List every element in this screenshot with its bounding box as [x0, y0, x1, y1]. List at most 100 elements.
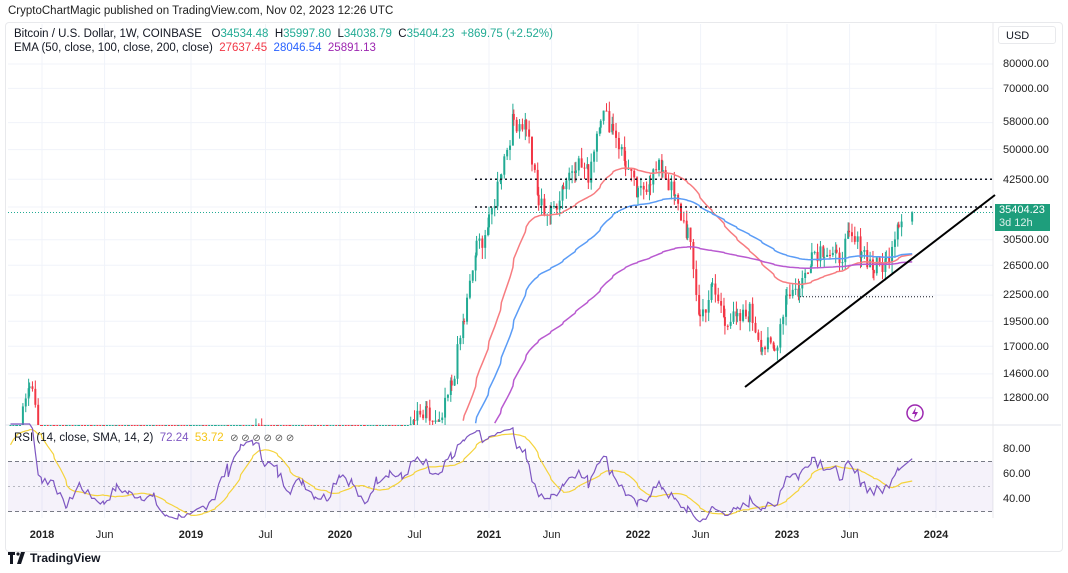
candle [121, 425, 124, 426]
candle [195, 425, 198, 426]
candle [794, 288, 797, 290]
rsi-tick: 40.00 [1003, 493, 1031, 505]
candle [363, 425, 366, 426]
ema-title[interactable]: EMA (50, close, 100, close, 200, close) [14, 42, 213, 54]
price-tick: 26500.00 [1003, 260, 1049, 272]
candle [816, 251, 819, 262]
candle [769, 337, 772, 343]
price-tick: 12800.00 [1003, 392, 1049, 404]
candle [211, 425, 214, 426]
candle [835, 249, 838, 253]
candle [314, 425, 317, 426]
candle [766, 337, 769, 350]
candle [24, 398, 27, 407]
candle [623, 146, 626, 161]
candle [230, 425, 233, 426]
candle [785, 295, 788, 317]
candle [438, 420, 441, 422]
candle [648, 184, 651, 192]
candle [897, 224, 900, 228]
candle [152, 425, 155, 426]
candle [872, 270, 875, 274]
candle [292, 425, 295, 426]
candle [146, 425, 149, 426]
symbol-title[interactable]: Bitcoin / U.S. Dollar, 1W, COINBASE [14, 28, 202, 40]
candle [49, 425, 52, 426]
candle [518, 124, 521, 132]
candle [239, 425, 242, 426]
candle [701, 309, 704, 317]
candle [403, 425, 406, 426]
candle [471, 270, 474, 281]
time-tick: Jun [691, 529, 710, 541]
candle [192, 425, 195, 426]
candle [599, 120, 602, 128]
candle [699, 314, 702, 317]
candle [158, 425, 161, 426]
candle [530, 136, 533, 165]
candle [384, 425, 387, 426]
candle [468, 280, 471, 298]
time-tick: Jul [258, 529, 273, 541]
candle [285, 425, 288, 426]
ema100-value: 28046.54 [273, 42, 322, 54]
rsi-hidden-values: ⊘ ⊘ ⊘ ⊘ ⊘ ⊘ [230, 433, 295, 444]
ema-legend: EMA (50, close, 100, close, 200, close) … [14, 42, 376, 54]
tradingview-logo[interactable]: TradingView [8, 551, 100, 565]
candle [844, 238, 847, 263]
time-tick: Jun [542, 529, 561, 541]
candle [289, 425, 292, 426]
candle [27, 388, 30, 399]
candle [335, 425, 338, 426]
candle [62, 425, 65, 426]
candle [242, 425, 245, 426]
candle [710, 283, 713, 301]
candle [276, 425, 279, 426]
candle [558, 200, 561, 210]
candle [21, 406, 24, 425]
candle [751, 303, 754, 323]
candle [884, 258, 887, 272]
candle [357, 425, 360, 426]
candle [186, 425, 189, 426]
candle [198, 425, 201, 426]
candle [866, 250, 869, 268]
candle [809, 266, 812, 273]
candle [791, 289, 794, 297]
time-tick: 2019 [178, 529, 204, 541]
candle [307, 425, 310, 426]
candle [859, 236, 862, 258]
rsi-tick: 80.00 [1003, 443, 1031, 455]
candle [801, 278, 804, 289]
candle [463, 320, 466, 322]
candle [453, 378, 456, 386]
candle [322, 425, 325, 426]
last-price-tag: 35404.23 3d 12h [995, 204, 1050, 231]
candle [670, 181, 673, 191]
candle [81, 425, 84, 426]
currency-selector[interactable]: USD [998, 26, 1056, 44]
candle [376, 425, 379, 426]
candle [720, 301, 723, 306]
candle [704, 309, 707, 313]
candle [409, 424, 412, 426]
candle [776, 347, 779, 351]
candle [105, 425, 108, 426]
change-value: +869.75 (+2.52%) [460, 28, 553, 40]
candle [496, 181, 499, 207]
rsi-tick: 60.00 [1003, 468, 1031, 480]
rsi-title[interactable]: RSI (14, close, SMA, 14, 2) [14, 432, 154, 444]
open-label: O [211, 28, 221, 40]
candle [424, 406, 427, 419]
candle [533, 164, 536, 170]
candle [456, 344, 459, 379]
candle [115, 425, 118, 426]
candle [413, 420, 416, 422]
candle [136, 425, 139, 426]
candle [304, 425, 307, 426]
trendline [744, 194, 996, 388]
candle [217, 425, 220, 426]
candle [891, 246, 894, 263]
candle [459, 338, 462, 345]
